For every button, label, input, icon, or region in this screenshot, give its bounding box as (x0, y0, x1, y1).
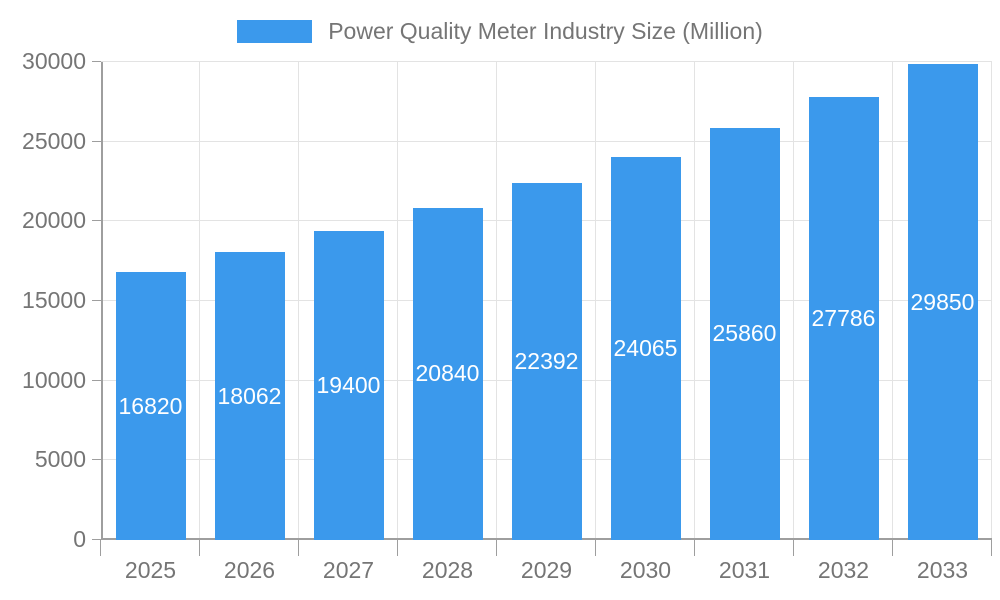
y-tick-label: 30000 (22, 48, 86, 74)
y-axis-tick (92, 300, 101, 301)
y-tick-label: 20000 (22, 207, 86, 234)
x-axis-tick (397, 540, 398, 556)
bar-2029[interactable]: 22392 (511, 183, 582, 540)
bar-value-label: 20840 (415, 360, 480, 387)
bar-2027[interactable]: 19400 (313, 230, 384, 540)
gridline-vertical (496, 62, 497, 540)
legend-label: Power Quality Meter Industry Size (Milli… (328, 18, 763, 44)
y-axis-line (101, 62, 103, 540)
bar-2032[interactable]: 27786 (808, 97, 879, 540)
bar-2031[interactable]: 25860 (709, 127, 780, 540)
x-tick-label: 2026 (223, 557, 276, 583)
gridline-vertical (991, 62, 992, 540)
gridline-vertical (694, 62, 695, 540)
bar-value-label: 25860 (712, 320, 777, 347)
y-tick-label: 15000 (22, 287, 86, 313)
legend: Power Quality Meter Industry Size (Milli… (0, 18, 1000, 45)
gridline-vertical (199, 62, 200, 540)
bar-2026[interactable]: 18062 (214, 252, 285, 540)
x-tick-label: 2031 (718, 557, 771, 583)
bar-value-label: 19400 (316, 371, 381, 398)
x-axis-tick (991, 540, 992, 556)
plot-area: 16820 18062 19400 20840 22392 24065 25860 27786… (101, 61, 992, 540)
x-axis-tick (496, 540, 497, 556)
bar-2033[interactable]: 29850 (907, 64, 978, 540)
x-tick-label: 2029 (520, 557, 573, 583)
y-tick-label: 25000 (22, 127, 86, 154)
y-tick-label: 5000 (34, 446, 86, 473)
y-axis-tick (92, 459, 101, 461)
x-tick-label: 2028 (421, 557, 474, 583)
bar-value-label: 27786 (811, 305, 876, 332)
gridline-vertical (793, 62, 794, 540)
bar-value-label: 16820 (118, 392, 183, 419)
y-tick-label: 0 (73, 526, 86, 552)
gridline-horizontal (101, 61, 992, 62)
y-axis-tick (92, 539, 101, 540)
x-tick-label: 2025 (124, 557, 177, 583)
x-axis-tick (793, 540, 794, 556)
y-axis-tick (92, 61, 101, 62)
legend-swatch (237, 20, 313, 43)
x-tick-label: 2033 (916, 557, 969, 583)
y-axis-tick (92, 379, 101, 381)
bar-value-label: 18062 (217, 382, 282, 409)
x-axis-tick (595, 540, 596, 556)
x-tick-label: 2027 (322, 557, 375, 583)
x-axis-tick (694, 540, 695, 556)
x-tick-label: 2032 (817, 557, 870, 583)
x-axis-tick (100, 540, 101, 556)
x-axis-tick (199, 540, 200, 556)
y-tick-label: 10000 (22, 366, 86, 393)
y-axis-tick (92, 140, 101, 142)
bar-value-label: 29850 (910, 288, 975, 315)
gridline-vertical (595, 62, 596, 540)
gridline-vertical (397, 62, 398, 540)
x-axis-tick (298, 540, 299, 556)
bar-2028[interactable]: 20840 (412, 207, 483, 540)
y-axis-tick (92, 220, 101, 222)
gridline-vertical (298, 62, 299, 540)
x-axis-tick (892, 540, 893, 556)
x-tick-label: 2030 (619, 557, 672, 583)
gridline-vertical (892, 62, 893, 540)
bar-2025[interactable]: 16820 (115, 272, 186, 540)
bar-value-label: 22392 (514, 348, 579, 375)
bar-value-label: 24065 (613, 334, 678, 361)
gridline-horizontal (101, 140, 992, 142)
bar-2030[interactable]: 24065 (610, 156, 681, 540)
